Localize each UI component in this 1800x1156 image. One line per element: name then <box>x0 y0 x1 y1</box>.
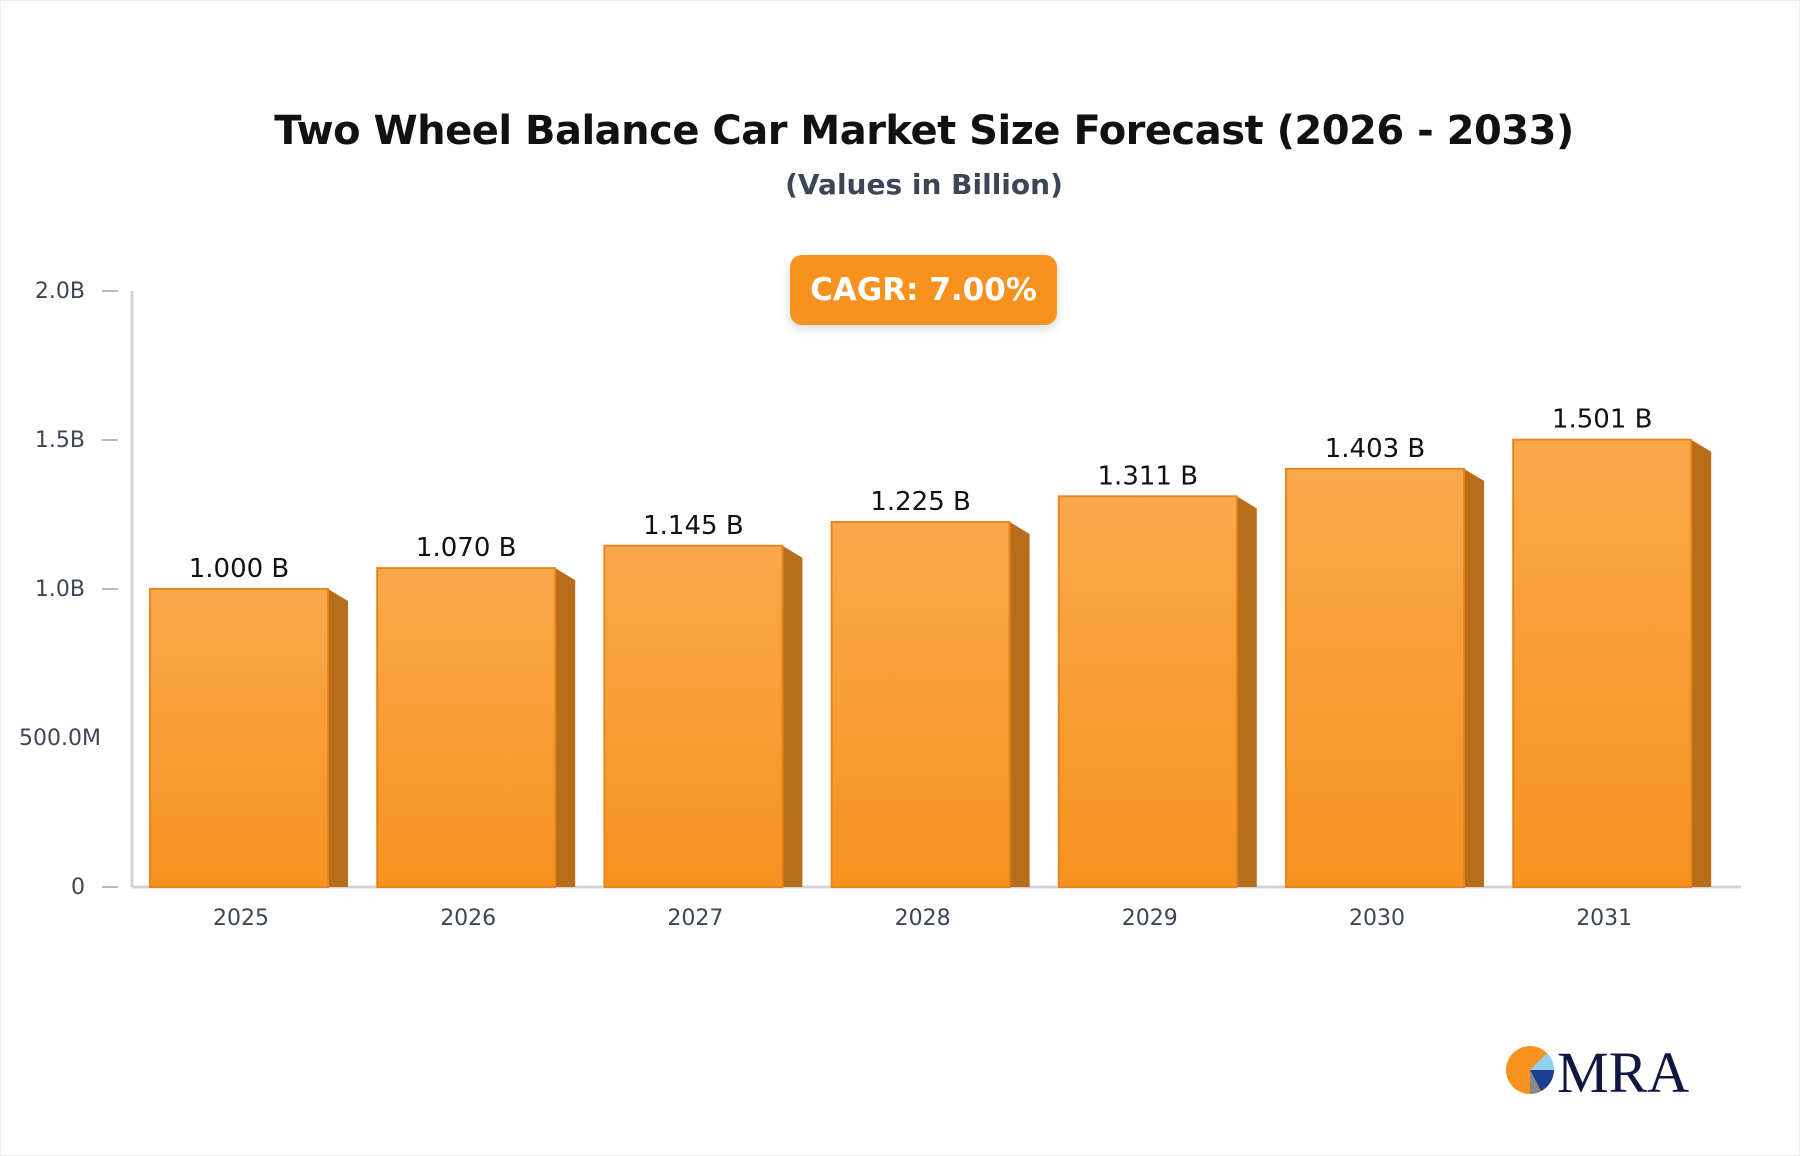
bar <box>1057 495 1238 888</box>
bar-group: 1.070 B 2026 <box>376 533 576 931</box>
x-tick-label: 2031 <box>1576 906 1632 931</box>
chart-title: Two Wheel Balance Car Market Size Foreca… <box>274 108 1574 154</box>
y-tick-label: 0 <box>71 875 85 900</box>
chart-subtitle: (Values in Billion) <box>785 168 1063 201</box>
data-label: 1.311 B <box>1098 461 1199 491</box>
data-label: 1.000 B <box>189 554 290 584</box>
y-tick-label: 1.0B <box>35 577 85 602</box>
svg-text:MRA: MRA <box>1557 1040 1689 1100</box>
bar <box>149 588 329 888</box>
data-label: 1.145 B <box>643 511 744 541</box>
bar <box>1285 467 1465 888</box>
bar <box>1512 438 1693 888</box>
bar-side <box>1009 521 1030 887</box>
bar <box>830 520 1011 888</box>
data-label: 1.070 B <box>416 533 517 563</box>
bar-side <box>1464 468 1484 887</box>
bar-group: 1.501 B 2031 <box>1512 405 1712 931</box>
bar-group: 1.000 B 2025 <box>149 554 348 931</box>
cagr-badge: CAGR: 7.00% <box>790 255 1057 325</box>
bar-side <box>555 568 576 887</box>
bar-group: 1.225 B 2028 <box>830 487 1030 931</box>
y-tick-label: 1.5B <box>35 428 85 453</box>
y-tick-label: 2.0B <box>35 279 85 304</box>
bar-group: 1.403 B 2030 <box>1285 434 1484 931</box>
x-tick-label: 2029 <box>1122 906 1178 931</box>
bar-side <box>328 589 348 887</box>
x-tick-label: 2026 <box>440 906 496 931</box>
data-label: 1.403 B <box>1325 434 1426 464</box>
bar-side <box>782 545 803 887</box>
bar-side <box>1236 496 1257 887</box>
x-tick-label: 2027 <box>667 906 723 931</box>
y-tick-label: 500.0M <box>19 726 101 751</box>
mra-logo: MRA <box>1506 1040 1689 1100</box>
x-tick-label: 2025 <box>213 906 269 931</box>
x-tick-label: 2030 <box>1349 906 1405 931</box>
bar <box>376 567 557 888</box>
data-label: 1.225 B <box>870 487 971 517</box>
bar-group: 1.145 B 2027 <box>603 511 803 931</box>
x-tick-label: 2028 <box>895 906 951 931</box>
data-label: 1.501 B <box>1552 405 1653 435</box>
bar <box>603 544 784 888</box>
bar-side <box>1691 439 1712 887</box>
bar-group: 1.311 B 2029 <box>1057 461 1257 931</box>
